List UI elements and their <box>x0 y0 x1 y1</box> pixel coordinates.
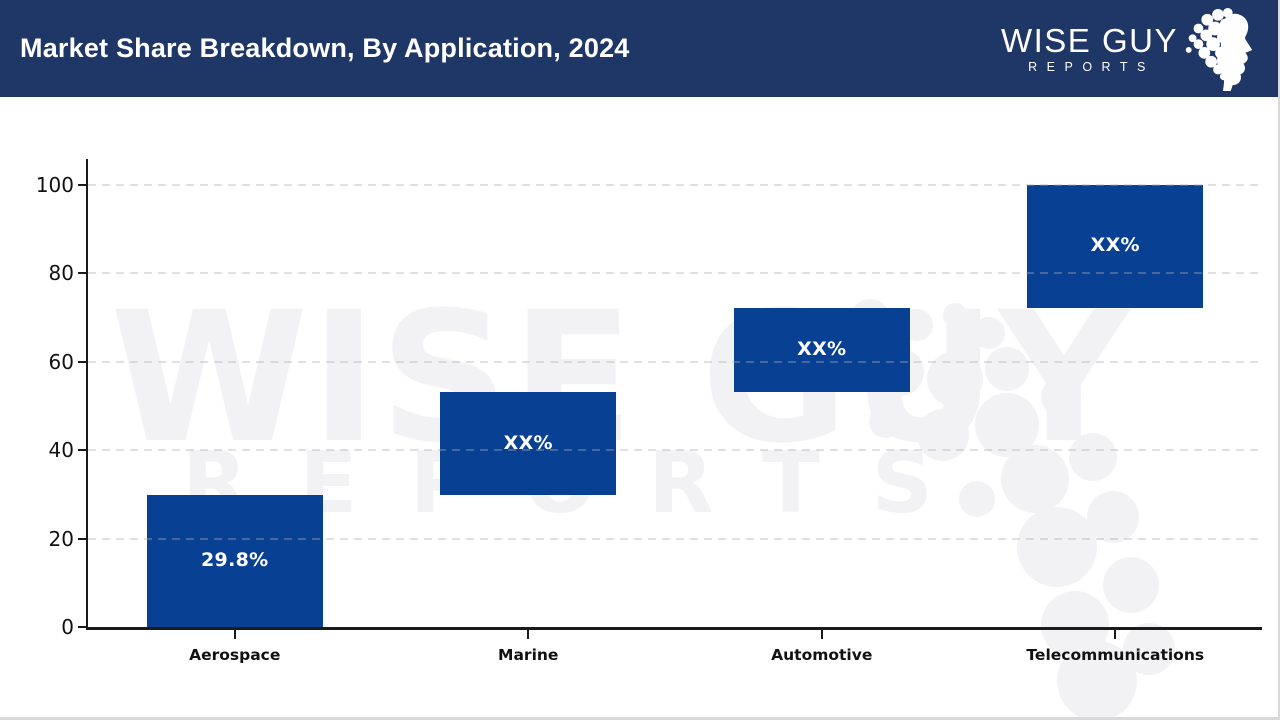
gridline-100 <box>88 183 1262 186</box>
y-tick-mark <box>78 626 86 628</box>
y-tick-label: 80 <box>48 261 74 286</box>
gridline-80 <box>88 272 1262 275</box>
header-banner: Market Share Breakdown, By Application, … <box>0 0 1278 97</box>
plot-region: 29.8% XX% XX% XX% 0 20 40 60 80 100 Aerospace Marin… <box>36 159 1262 664</box>
x-tick-mark <box>820 630 823 639</box>
x-tick-mark <box>1114 630 1117 639</box>
y-tick-label: 40 <box>48 438 74 463</box>
logo-subtitle: REPORTS <box>1028 59 1155 74</box>
y-tick-mark <box>78 449 86 452</box>
y-tick-label: 100 <box>35 172 74 197</box>
bar-value-label: XX% <box>1090 234 1140 257</box>
bar-value-label: 29.8% <box>201 549 269 572</box>
y-tick-mark <box>78 272 86 275</box>
bar-value-label: XX% <box>503 431 553 454</box>
x-axis-spine <box>86 627 1262 630</box>
logo-text: WISE GUY REPORTS <box>1001 24 1178 74</box>
bar-value-label: XX% <box>797 337 847 360</box>
y-tick-mark <box>78 537 86 540</box>
x-category-label-aerospace: Aerospace <box>189 646 281 664</box>
gridline-60 <box>88 360 1262 363</box>
chart-area: WISE GUY REPORTS <box>0 97 1278 717</box>
x-category-label-marine: Marine <box>498 646 559 664</box>
chart-title: Market Share Breakdown, By Application, … <box>20 33 630 63</box>
x-category-label-telecommunications: Telecommunications <box>1026 646 1205 664</box>
gridline-40 <box>88 449 1262 452</box>
y-tick-mark <box>78 183 86 186</box>
y-axis-spine <box>86 159 88 630</box>
y-tick-label: 60 <box>48 349 74 374</box>
bar-aerospace <box>146 495 323 627</box>
x-tick-mark <box>527 630 530 639</box>
y-tick-label: 20 <box>48 526 74 551</box>
logo-wordmark: WISE GUY <box>1000 21 1178 59</box>
bar-marine <box>440 391 617 496</box>
x-tick-mark <box>233 630 236 639</box>
y-tick-label: 0 <box>61 615 74 639</box>
gridline-20 <box>88 537 1262 540</box>
x-category-label-automotive: Automotive <box>771 646 873 664</box>
wise-guy-logo: WISE GUY REPORTS <box>1001 7 1254 91</box>
y-tick-mark <box>78 360 86 363</box>
logo-head-icon <box>1185 7 1253 91</box>
bar-telecommunications <box>1027 184 1204 308</box>
